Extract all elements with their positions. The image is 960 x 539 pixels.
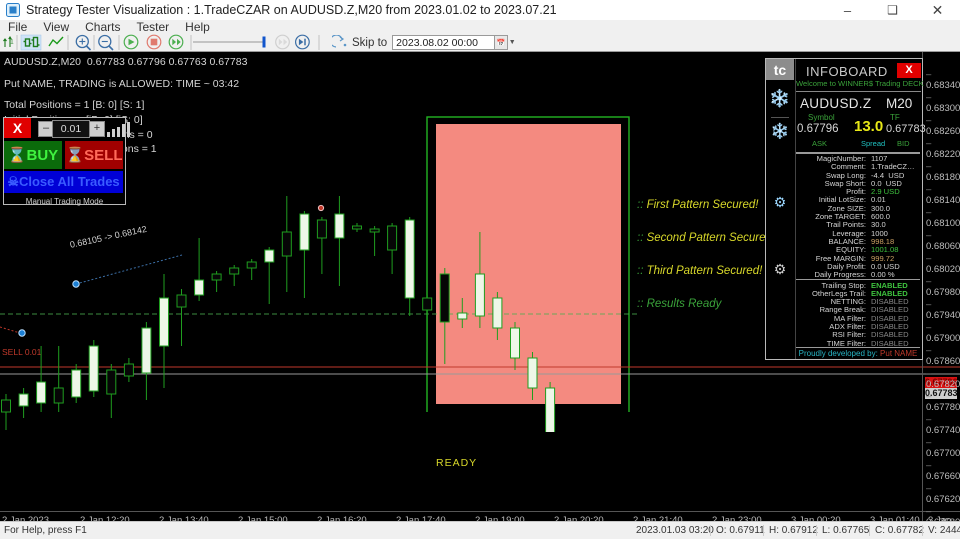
svg-text:1: 1 — [10, 40, 14, 46]
